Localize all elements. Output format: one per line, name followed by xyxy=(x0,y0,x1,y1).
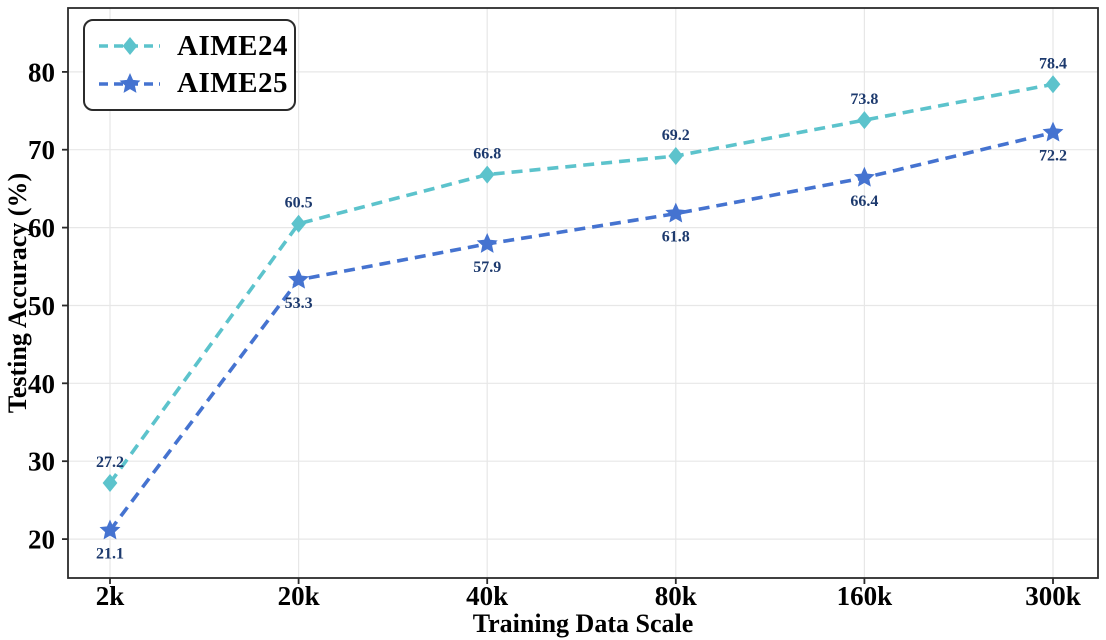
diamond-marker-aime24 xyxy=(857,111,872,130)
star-marker-aime25 xyxy=(99,519,121,540)
y-tick-label: 80 xyxy=(28,57,55,87)
y-tick-label: 20 xyxy=(28,525,55,555)
data-label-aime25: 53.3 xyxy=(285,295,313,312)
legend-item-aime25: AIME25 xyxy=(98,69,288,99)
diamond-marker-aime24 xyxy=(291,214,306,233)
legend-marker-aime25 xyxy=(119,72,141,93)
data-label-aime24: 27.2 xyxy=(96,454,124,471)
x-axis-title: Training Data Scale xyxy=(473,609,694,638)
y-axis-title: Testing Accuracy (%) xyxy=(3,173,32,413)
star-marker-aime25 xyxy=(853,166,875,187)
data-label-aime24: 78.4 xyxy=(1039,55,1067,72)
y-tick-label: 50 xyxy=(28,291,55,321)
y-tick-label: 30 xyxy=(28,447,55,477)
data-label-aime25: 61.8 xyxy=(662,229,690,246)
x-tick-label: 80k xyxy=(655,581,697,611)
x-tick-label: 2k xyxy=(96,581,125,611)
x-tick-label: 300k xyxy=(1025,581,1081,611)
chart-legend: AIME24 AIME25 xyxy=(83,19,296,111)
y-tick-label: 70 xyxy=(28,135,55,165)
series-line-aime24 xyxy=(108,82,1054,485)
diamond-marker-aime24 xyxy=(479,165,495,184)
diamond-marker-aime24 xyxy=(668,146,684,165)
star-marker-aime25 xyxy=(288,268,310,289)
data-label-aime25: 57.9 xyxy=(473,259,501,276)
y-tick-label: 40 xyxy=(28,369,55,399)
star-marker-aime25 xyxy=(476,232,498,253)
data-label-aime24: 73.8 xyxy=(850,91,878,108)
star-marker-aime25 xyxy=(665,202,687,223)
legend-marker-aime24 xyxy=(122,37,138,56)
data-label-aime25: 21.1 xyxy=(96,546,124,563)
x-tick-label: 160k xyxy=(837,581,893,611)
legend-label-aime24: AIME24 xyxy=(177,29,288,62)
data-label-aime24: 60.5 xyxy=(285,195,313,212)
diamond-marker-aime24 xyxy=(1045,75,1061,94)
legend-sample-aime24-icon xyxy=(99,37,161,56)
star-marker-aime25 xyxy=(1042,121,1064,142)
data-label-aime24: 69.2 xyxy=(662,127,690,144)
data-label-aime24: 66.8 xyxy=(473,146,501,163)
legend-item-aime24: AIME24 xyxy=(98,31,288,61)
series-line-aime25 xyxy=(108,130,1054,532)
legend-sample-aime25-icon xyxy=(99,72,161,93)
data-label-aime25: 66.4 xyxy=(850,193,878,210)
x-tick-label: 40k xyxy=(466,581,508,611)
plot-border xyxy=(67,7,1099,579)
diamond-marker-aime24 xyxy=(102,474,118,492)
data-label-aime25: 72.2 xyxy=(1039,148,1067,165)
x-tick-label: 20k xyxy=(278,581,320,611)
y-tick-label: 60 xyxy=(28,213,55,243)
legend-label-aime25: AIME25 xyxy=(177,67,288,100)
